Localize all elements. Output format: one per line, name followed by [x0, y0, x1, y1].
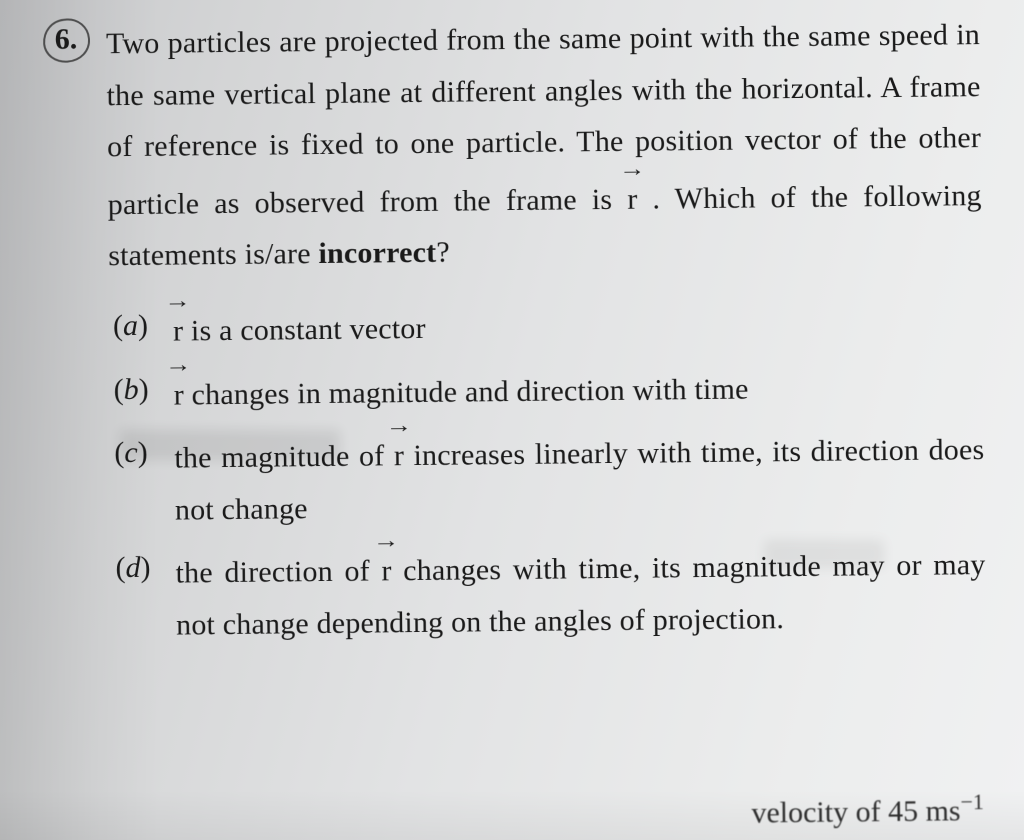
vector-r-c: r [394, 424, 405, 482]
vector-r-question: r [627, 167, 638, 225]
question-number-wrap: 6. [40, 20, 92, 59]
vector-r-b: r [173, 363, 184, 421]
option-a: (a) r is a constant vector [113, 291, 984, 358]
option-b-text: r changes in magnitude and direction wit… [173, 355, 984, 421]
option-c-text: the magnitude of r increases linearly wi… [174, 418, 985, 536]
option-c-label: (c) [114, 427, 163, 479]
question-row: 6. Two particles are projected from the … [40, 9, 983, 283]
option-c: (c) the magnitude of r increases linearl… [114, 418, 985, 536]
option-b-label: (b) [113, 363, 162, 415]
vector-r-d: r [381, 540, 392, 598]
options-list: (a) r is a constant vector (b) r changes… [43, 291, 987, 652]
question-bold-word: incorrect [318, 236, 436, 270]
option-d-text: the direction of r changes with time, it… [175, 533, 986, 651]
option-d-label: (d) [115, 542, 164, 594]
question-number: 6. [49, 20, 84, 58]
option-a-text: r is a constant vector [173, 291, 984, 357]
option-d: (d) the direction of r changes with time… [115, 533, 986, 651]
option-b: (b) r changes in magnitude and direction… [113, 355, 984, 422]
option-a-label: (a) [113, 300, 162, 352]
question-text-3: ? [436, 236, 450, 269]
question-body: Two particles are projected from the sam… [106, 9, 983, 282]
page-content: 6. Two particles are projected from the … [0, 0, 1024, 840]
cutline-right: velocity of 45 ms−1 [751, 789, 984, 837]
